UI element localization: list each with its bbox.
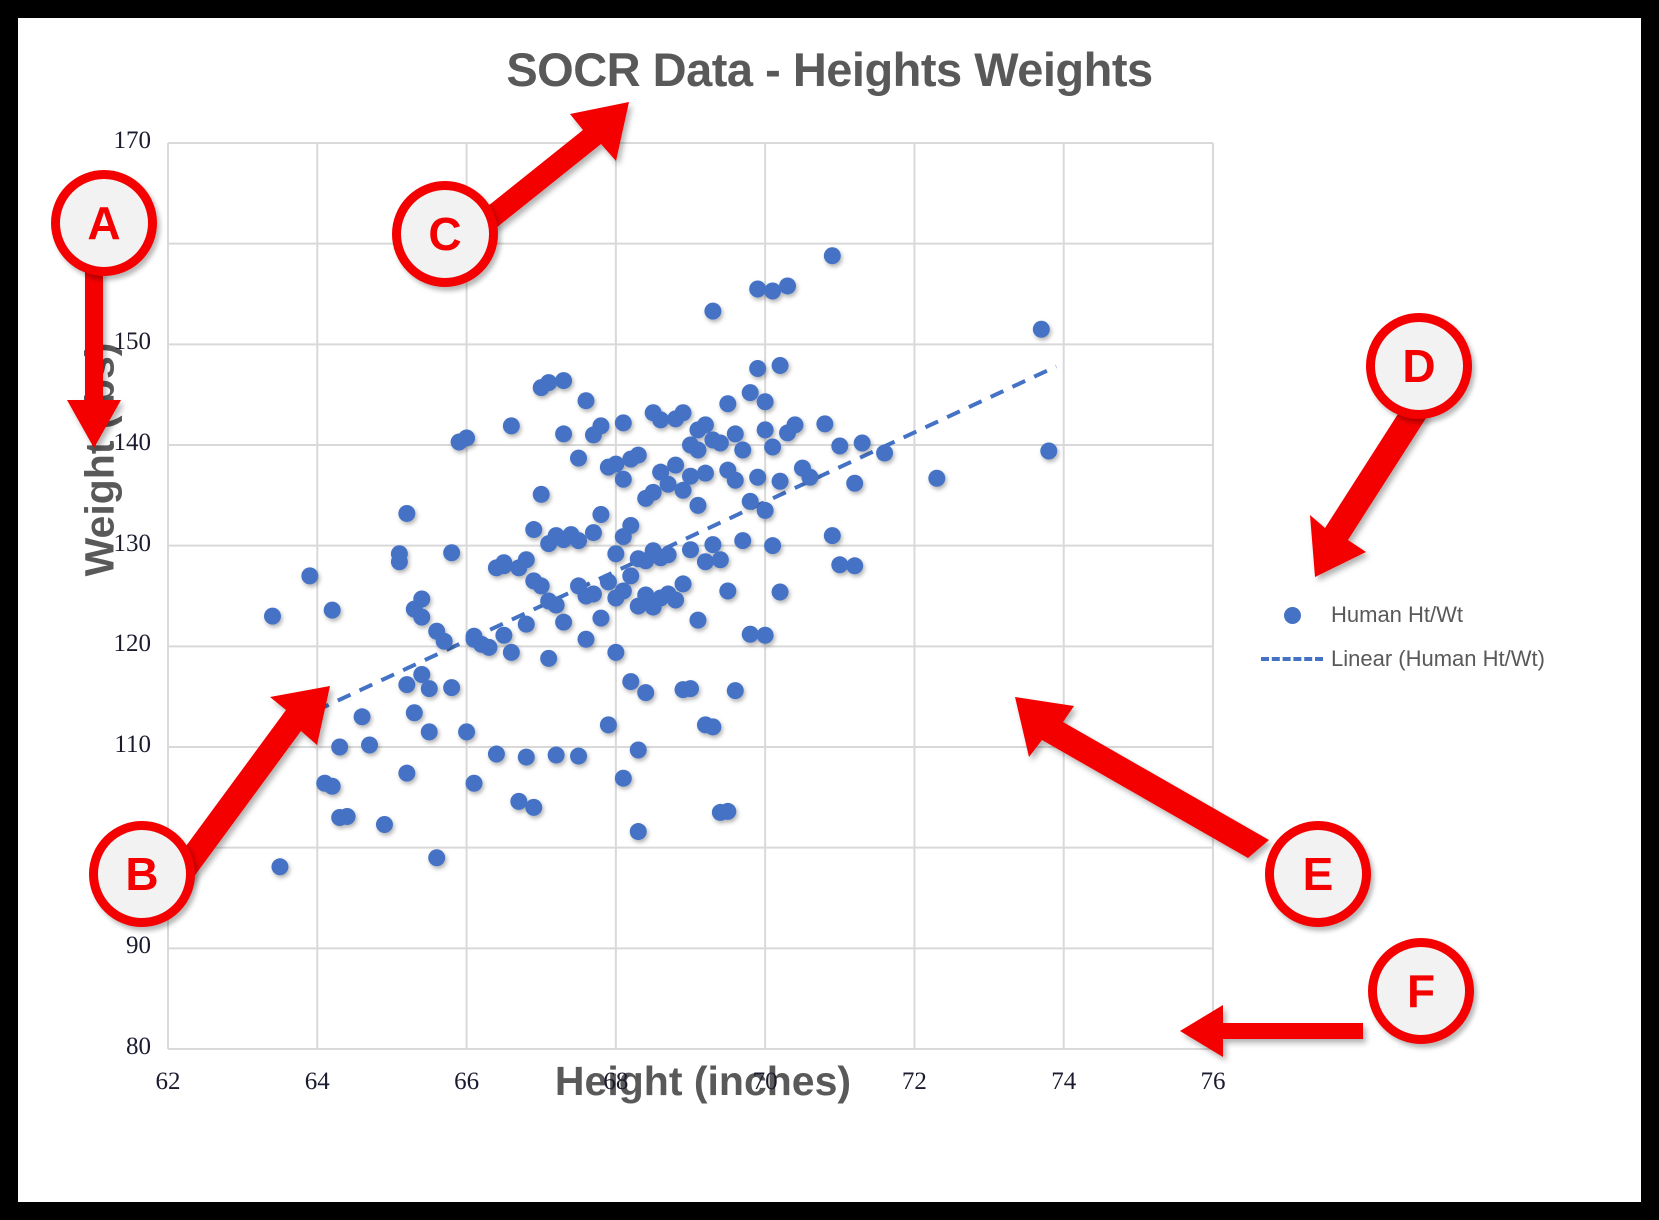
annotation-marker-a[interactable]: A [51, 170, 157, 276]
x-tick-76: 76 [1200, 1068, 1226, 1095]
y-tick-170: 170 [113, 127, 152, 154]
y-tick-110: 110 [114, 731, 151, 758]
x-tick-62: 62 [155, 1068, 181, 1095]
annotation-marker-e[interactable]: E [1265, 821, 1371, 927]
y-tick-120: 120 [113, 630, 152, 658]
scatter-plot-svg [167, 142, 1214, 1050]
x-tick-68: 68 [603, 1068, 629, 1095]
x-tick-72: 72 [901, 1068, 927, 1095]
annotation-marker-c[interactable]: C [392, 181, 498, 287]
legend-item-trendline: Linear (Human Ht/Wt) [1253, 637, 1545, 681]
annotation-marker-b[interactable]: B [89, 821, 195, 927]
x-tick-70: 70 [752, 1068, 778, 1095]
y-tick-140: 140 [113, 429, 152, 456]
plot-area [18, 18, 1641, 1202]
annotation-marker-f[interactable]: F [1368, 938, 1474, 1044]
legend-dashed-line-icon [1253, 657, 1331, 661]
chart-legend: Human Ht/Wt Linear (Human Ht/Wt) [1253, 593, 1545, 681]
y-tick-150: 150 [113, 328, 152, 356]
legend-dot-icon [1253, 606, 1331, 624]
legend-label-scatter: Human Ht/Wt [1331, 602, 1464, 627]
y-tick-80: 80 [126, 1033, 151, 1060]
chart-title: SOCR Data - Heights Weights [506, 43, 1153, 96]
y-tick-130: 130 [113, 529, 152, 557]
slide-canvas: SOCR Data - Heights Weights Weight (lbs)… [18, 18, 1641, 1202]
legend-item-scatter: Human Ht/Wt [1253, 593, 1545, 637]
x-tick-66: 66 [454, 1068, 480, 1095]
x-tick-64: 64 [304, 1068, 330, 1095]
x-axis-title: Height (inches) [554, 1058, 852, 1104]
y-tick-90: 90 [126, 932, 151, 960]
annotation-marker-d[interactable]: D [1366, 313, 1472, 419]
x-tick-74: 74 [1051, 1068, 1077, 1095]
legend-label-trendline: Linear (Human Ht/Wt) [1331, 646, 1545, 671]
